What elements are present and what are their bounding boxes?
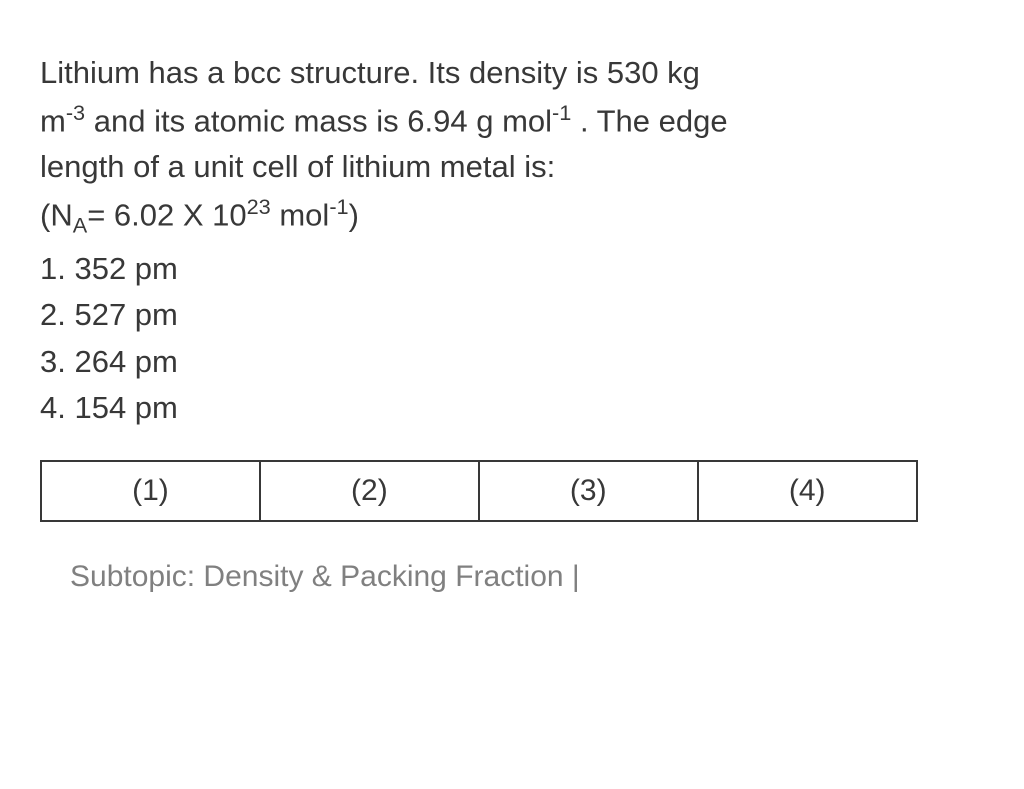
- answer-cell-2[interactable]: (2): [260, 461, 479, 521]
- superscript: 23: [247, 194, 271, 219]
- option-3: 3. 264 pm: [40, 339, 994, 386]
- text-segment: mol: [271, 197, 330, 232]
- text-segment: (N: [40, 197, 73, 232]
- answer-cell-3[interactable]: (3): [479, 461, 698, 521]
- text-segment: ): [349, 197, 359, 232]
- option-4: 4. 154 pm: [40, 385, 994, 432]
- text-segment: length of a unit cell of lithium metal i…: [40, 149, 555, 184]
- subscript: A: [73, 212, 87, 237]
- question-block: Lithium has a bcc structure. Its density…: [40, 50, 994, 242]
- question-line-2: m-3 and its atomic mass is 6.94 g mol-1 …: [40, 97, 994, 145]
- option-2: 2. 527 pm: [40, 292, 994, 339]
- answer-cell-1[interactable]: (1): [41, 461, 260, 521]
- text-segment: and its atomic mass is 6.94 g mol: [85, 103, 552, 138]
- text-segment: = 6.02 X 10: [87, 197, 246, 232]
- superscript: -1: [552, 100, 571, 125]
- answer-cell-4[interactable]: (4): [698, 461, 917, 521]
- answer-table: (1) (2) (3) (4): [40, 460, 918, 522]
- text-segment: m: [40, 103, 66, 138]
- text-segment: Lithium has a bcc structure. Its density…: [40, 55, 700, 90]
- question-line-3: length of a unit cell of lithium metal i…: [40, 144, 994, 191]
- superscript: -1: [329, 194, 348, 219]
- text-segment: . The edge: [571, 103, 727, 138]
- subtopic-label: Subtopic: Density & Packing Fraction |: [40, 560, 994, 594]
- question-line-4: (NA= 6.02 X 1023 mol-1): [40, 191, 994, 242]
- options-list: 1. 352 pm 2. 527 pm 3. 264 pm 4. 154 pm: [40, 246, 994, 432]
- option-1: 1. 352 pm: [40, 246, 994, 293]
- question-line-1: Lithium has a bcc structure. Its density…: [40, 50, 994, 97]
- superscript: -3: [66, 100, 85, 125]
- table-row: (1) (2) (3) (4): [41, 461, 917, 521]
